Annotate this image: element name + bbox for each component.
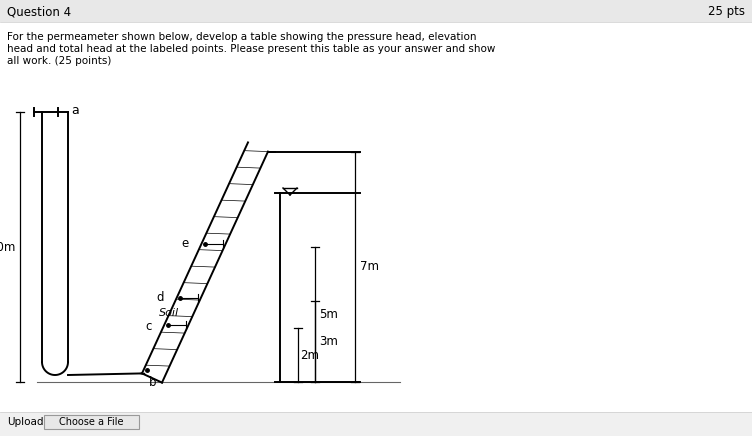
Text: Upload: Upload — [7, 417, 44, 427]
Text: 10m: 10m — [0, 241, 16, 253]
FancyBboxPatch shape — [0, 412, 752, 436]
Text: Soil: Soil — [159, 308, 179, 318]
Text: 2m: 2m — [300, 348, 319, 361]
Text: b: b — [149, 376, 156, 389]
Text: e: e — [182, 237, 189, 250]
FancyBboxPatch shape — [0, 22, 752, 412]
Text: d: d — [157, 291, 165, 304]
Text: 7m: 7m — [360, 260, 379, 273]
Text: 5m: 5m — [319, 308, 338, 321]
Text: Question 4: Question 4 — [7, 6, 71, 18]
FancyBboxPatch shape — [44, 415, 139, 429]
Text: For the permeameter shown below, develop a table showing the pressure head, elev: For the permeameter shown below, develop… — [7, 32, 477, 42]
Text: all work. (25 points): all work. (25 points) — [7, 56, 111, 66]
Text: 25 pts: 25 pts — [708, 6, 745, 18]
Text: c: c — [146, 320, 152, 333]
FancyBboxPatch shape — [0, 0, 752, 22]
Text: Choose a File: Choose a File — [59, 417, 123, 427]
Text: 3m: 3m — [319, 335, 338, 348]
Text: a: a — [71, 103, 79, 116]
Text: head and total head at the labeled points. Please present this table as your ans: head and total head at the labeled point… — [7, 44, 496, 54]
